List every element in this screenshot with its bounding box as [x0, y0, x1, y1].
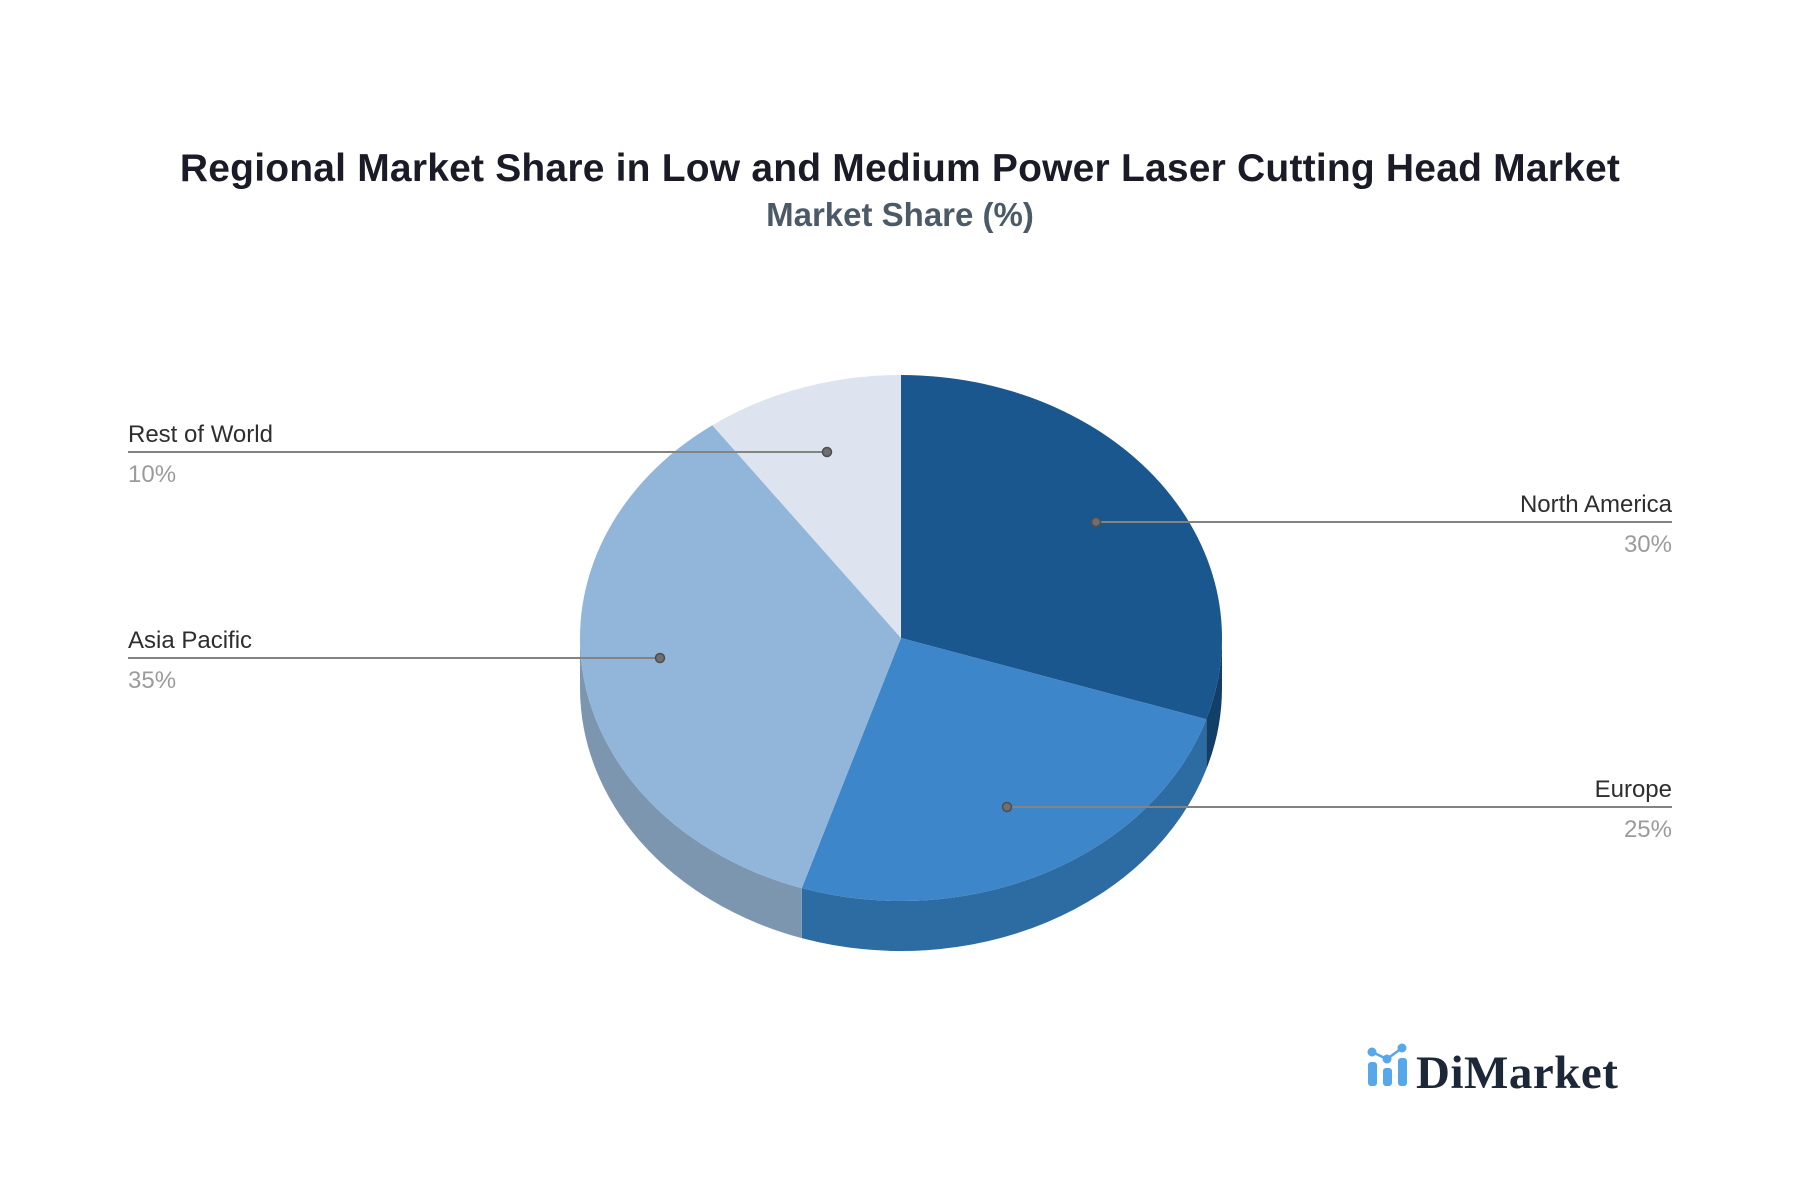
pie-side-europe [801, 719, 1207, 951]
icon-bar-left [1368, 1062, 1377, 1086]
callout-label-north-america: North America [1519, 491, 1672, 518]
callout-percent-rest-of-world: 10% [128, 461, 177, 488]
callout-label-rest-of-world: Rest of World [128, 421, 273, 448]
leader-dot-europe [1001, 801, 1013, 813]
callout-percent-north-america: 30% [1623, 531, 1672, 558]
chart-subtitle: Market Share (%) [766, 196, 1034, 233]
callout-percent-europe: 25% [1623, 816, 1672, 843]
icon-dot-middle [1382, 1054, 1392, 1064]
icon-dot-right [1397, 1043, 1407, 1053]
brand-wordmark: DiMarket [1416, 1047, 1619, 1099]
icon-bar-right [1398, 1058, 1407, 1086]
callout-label-europe: Europe [1594, 776, 1672, 803]
pie-slice-europe [801, 638, 1207, 901]
pie-slice-north-america [901, 375, 1222, 720]
pie-3d [579, 375, 1222, 951]
leader-dot-asia-pacific [654, 652, 666, 664]
icon-bar-middle [1383, 1068, 1392, 1086]
leader-lines [128, 451, 1672, 808]
callout-percent-asia-pacific: 35% [128, 667, 177, 694]
leader-dot-rest-of-world [821, 446, 833, 458]
icon-dot-left [1367, 1047, 1377, 1057]
pie-slice-rest-of-world [712, 375, 901, 638]
pie-side-north-america [1206, 638, 1222, 770]
pie-side-asia-pacific [580, 638, 802, 939]
pie-slice-asia-pacific [579, 425, 901, 889]
leader-dots [654, 446, 1102, 813]
callout-label-asia-pacific: Asia Pacific [128, 627, 253, 654]
bar-line-chart-icon [1367, 1043, 1407, 1086]
chart-title: Regional Market Share in Low and Medium … [179, 147, 1621, 190]
leader-dot-north-america [1090, 516, 1102, 528]
